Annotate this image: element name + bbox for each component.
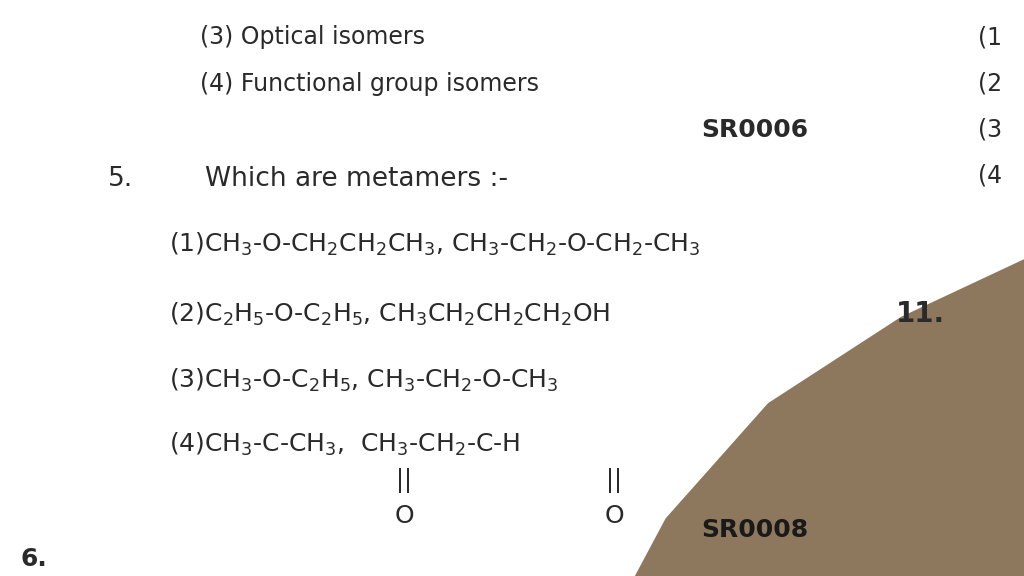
Text: (3) Optical isomers: (3) Optical isomers [200,25,425,50]
Text: (4) Functional group isomers: (4) Functional group isomers [200,71,539,96]
Text: (4)CH$_3$-C-CH$_3$,  CH$_3$-CH$_2$-C-H: (4)CH$_3$-C-CH$_3$, CH$_3$-CH$_2$-C-H [169,431,520,458]
Text: O: O [394,503,415,528]
Text: (1)CH$_3$-O-CH$_2$CH$_2$CH$_3$, CH$_3$-CH$_2$-O-CH$_2$-CH$_3$: (1)CH$_3$-O-CH$_2$CH$_2$CH$_3$, CH$_3$-C… [169,231,700,259]
Text: ||: || [396,468,413,494]
Text: 6.: 6. [20,547,47,571]
Polygon shape [635,259,1024,576]
Text: 11.: 11. [896,300,945,328]
Text: SR0008: SR0008 [701,518,809,542]
Text: SR0006: SR0006 [701,118,809,142]
Text: Which are metamers :-: Which are metamers :- [205,165,508,192]
Text: (3: (3 [978,118,1002,142]
Text: (2: (2 [978,71,1002,96]
Text: (4: (4 [978,164,1002,188]
Text: O: O [604,503,625,528]
Text: ||: || [606,468,623,494]
Text: 5.: 5. [108,165,133,192]
Text: (3)CH$_3$-O-C$_2$H$_5$, CH$_3$-CH$_2$-O-CH$_3$: (3)CH$_3$-O-C$_2$H$_5$, CH$_3$-CH$_2$-O-… [169,366,558,394]
Text: (2)C$_2$H$_5$-O-C$_2$H$_5$, CH$_3$CH$_2$CH$_2$CH$_2$OH: (2)C$_2$H$_5$-O-C$_2$H$_5$, CH$_3$CH$_2$… [169,300,610,328]
Text: (1: (1 [978,25,1001,50]
